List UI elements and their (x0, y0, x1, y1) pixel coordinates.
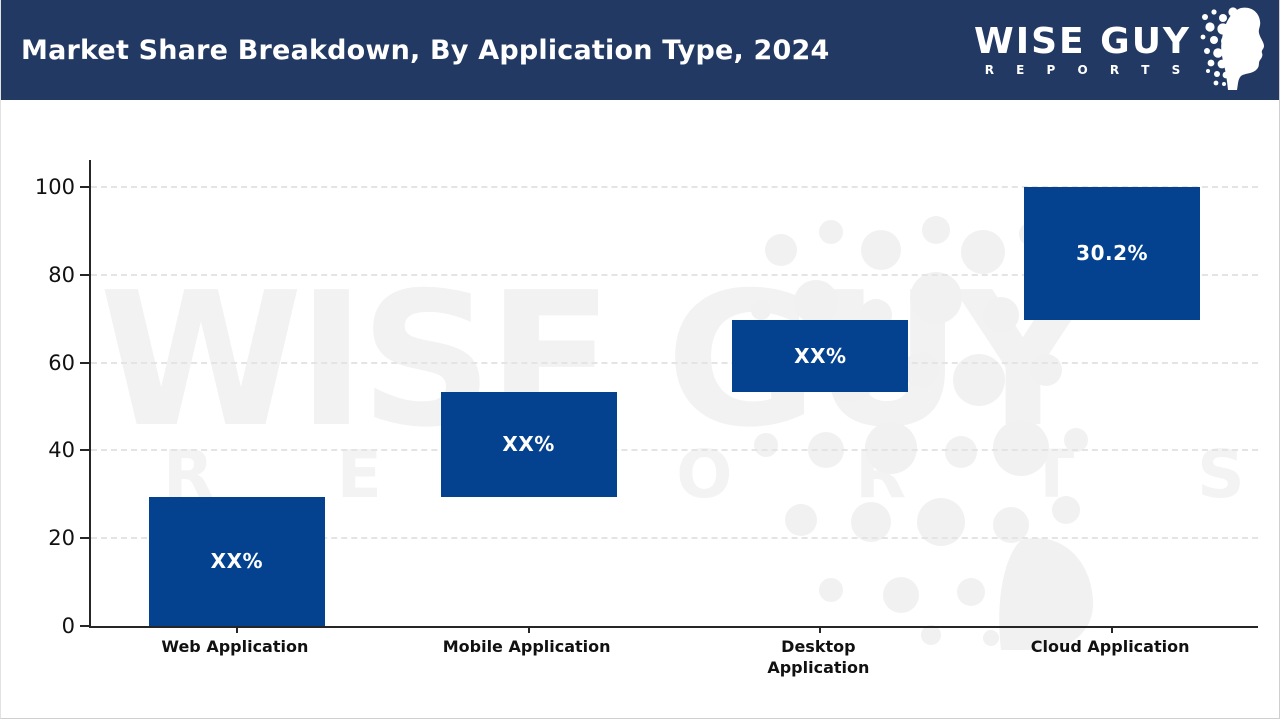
grid-line (91, 449, 1258, 452)
bar-value-label: 30.2% (1076, 241, 1149, 266)
y-tick-label: 100 (34, 175, 75, 199)
bar-value-label: XX% (794, 343, 847, 368)
plot-area: XX% XX% XX% 30.2% (89, 160, 1258, 633)
y-tick-mark (80, 449, 89, 452)
x-axis-label: Desktop Application (767, 637, 870, 677)
y-tick-label: 60 (48, 350, 75, 375)
y-tick-mark (80, 186, 89, 188)
y-tick-label: 20 (48, 526, 75, 551)
report-header: Market Share Breakdown, By Application T… (1, 0, 1279, 100)
y-tick-mark (80, 625, 89, 627)
x-tick-mark (819, 626, 822, 633)
y-tick-mark (80, 537, 89, 540)
y-tick-mark (80, 273, 89, 276)
y-tick-label: 80 (48, 262, 75, 287)
chart-region: WISE GUY R E P O R T S (1, 100, 1279, 718)
x-tick-mark (1111, 626, 1114, 633)
x-axis-label: Web Application (161, 637, 309, 656)
x-axis-label: Cloud Application (1030, 637, 1190, 656)
y-tick-mark (80, 361, 89, 364)
bar-mobile-application: XX% (440, 391, 617, 497)
bar-cloud-application: 30.2% (1024, 187, 1201, 320)
logo-reports-line: R E P O R T S (984, 62, 1190, 77)
x-tick-mark (527, 626, 530, 633)
logo-wordmark: WISE GUY R E P O R T S (973, 20, 1191, 77)
grid-line (91, 361, 1258, 364)
y-tick-label: 40 (48, 438, 75, 463)
bar-web-application: XX% (148, 496, 325, 626)
grid-line (91, 537, 1258, 540)
grid-line (91, 186, 1258, 188)
dotted-face-profile-icon (1195, 5, 1267, 95)
logo-wordmark-line: WISE GUY (973, 20, 1191, 62)
y-tick-label: 0 (61, 614, 75, 638)
bar-value-label: XX% (210, 549, 264, 574)
page-title: Market Share Breakdown, By Application T… (21, 34, 830, 66)
bar-value-label: XX% (502, 432, 555, 457)
grid-line (91, 273, 1258, 276)
x-tick-mark (235, 626, 238, 633)
logo: WISE GUY R E P O R T S (974, 5, 1279, 95)
bar-desktop-application: XX% (732, 319, 909, 392)
x-axis-label: Mobile Application (442, 637, 611, 656)
